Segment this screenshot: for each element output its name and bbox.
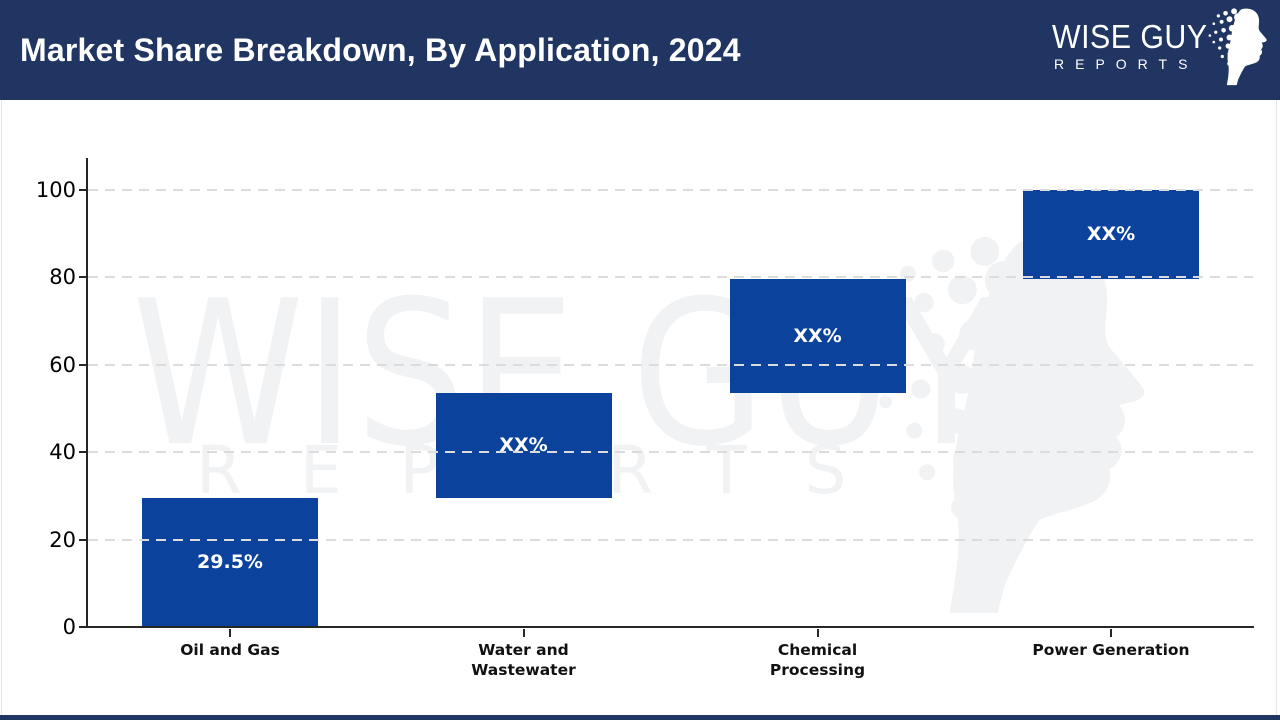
gridline [88, 451, 1253, 453]
brand-logo: WISE GUY REPORTS [1026, 4, 1274, 96]
x-tick-mark [229, 629, 231, 637]
y-tick-mark [79, 188, 88, 191]
gridline [88, 276, 1253, 278]
y-axis-line [86, 158, 88, 628]
category-label-line: Power Generation [1032, 641, 1190, 659]
x-tick-mark [522, 629, 525, 637]
figure-border-left [1, 100, 2, 715]
category-label: Oil and Gas [115, 640, 345, 660]
x-tick-mark [1110, 629, 1112, 637]
gridline [88, 538, 1253, 541]
y-tick-mark [79, 276, 88, 278]
category-label: Chemical Processing [703, 640, 933, 680]
y-tick-label: 60 [49, 352, 76, 377]
y-tick-label: 80 [49, 265, 76, 289]
y-tick-label: 20 [49, 527, 76, 552]
bar-segment: 29.5% [142, 497, 318, 627]
gridline [88, 188, 1253, 191]
gridline [88, 363, 1253, 366]
y-tick-label: 0 [62, 615, 76, 639]
category-label-line: Processing [769, 661, 866, 679]
bar-value-label: XX% [1086, 223, 1136, 246]
header-bar: Market Share Breakdown, By Application, … [0, 0, 1280, 100]
y-tick-label: 40 [49, 440, 76, 464]
x-axis-line [86, 626, 1254, 628]
category-label-line: Chemical [777, 641, 858, 659]
x-tick-mark [816, 629, 819, 637]
category-label-line: Oil and Gas [180, 641, 280, 659]
category-label-line: Water and [478, 641, 569, 659]
bar-segment: XX% [1023, 189, 1199, 280]
category-label-line: Wastewater [471, 661, 576, 679]
page-title: Market Share Breakdown, By Application, … [20, 31, 741, 68]
category-label: Water and Wastewater [409, 640, 639, 680]
y-tick-mark [79, 626, 88, 628]
footer-bar [0, 715, 1280, 720]
bar-value-label: XX% [793, 325, 842, 348]
bar-segment: XX% [729, 279, 906, 393]
brand-wordmark: WISE GUY [1052, 18, 1208, 55]
bar-segment: XX% [435, 392, 612, 498]
y-tick-mark [79, 363, 88, 366]
y-tick-label: 100 [35, 177, 76, 202]
figure-border-right [1276, 100, 1277, 715]
bar-value-label: 29.5% [197, 551, 263, 574]
y-tick-mark [79, 451, 88, 453]
bar-value-label: XX% [499, 434, 548, 457]
brand-reports-label: REPORTS [1054, 56, 1199, 72]
y-tick-mark [79, 538, 88, 541]
category-label: Power Generation [996, 640, 1226, 660]
